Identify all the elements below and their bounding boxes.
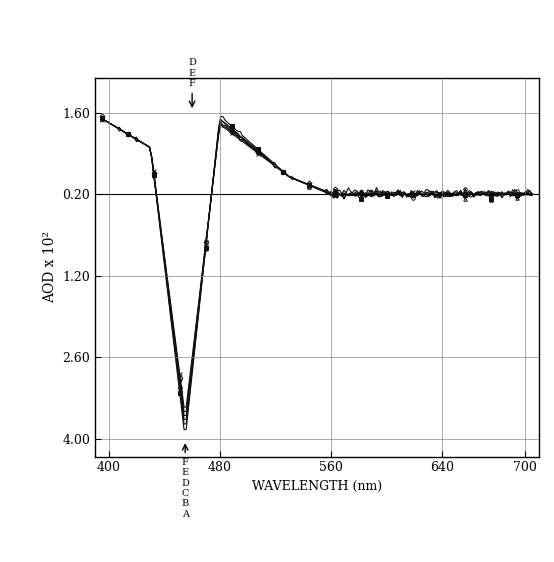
X-axis label: WAVELENGTH (nm): WAVELENGTH (nm) [252,480,382,493]
Y-axis label: AOD x 10²: AOD x 10² [43,231,57,303]
Text: F
E
D
C
B
A: F E D C B A [181,457,189,519]
Text: D
E
F: D E F [188,58,196,88]
